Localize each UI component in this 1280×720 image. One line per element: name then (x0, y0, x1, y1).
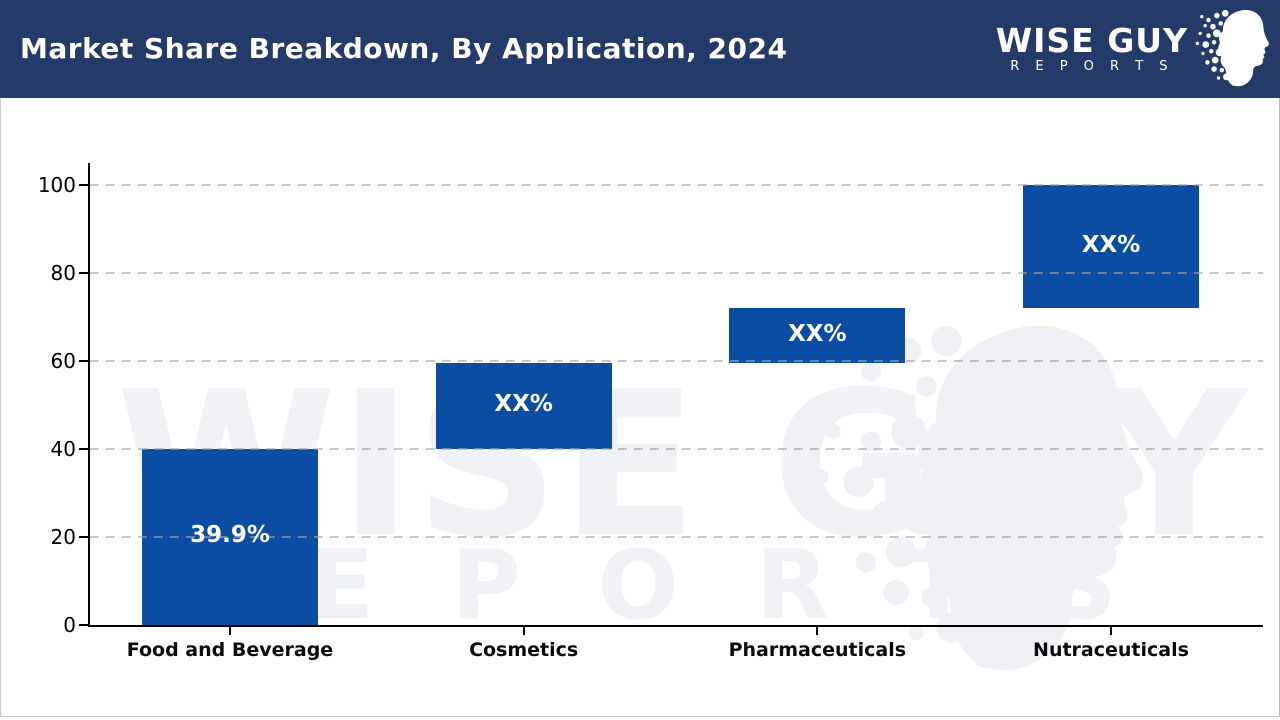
page-title: Market Share Breakdown, By Application, … (20, 32, 788, 65)
face-profile-dots-icon (1195, 10, 1269, 87)
chart-area: WISE GUY R E P O R T S (0, 98, 1280, 717)
watermark-face-icon (813, 326, 1144, 671)
logo-subtitle: R E P O R T S (1010, 59, 1174, 74)
header: Market Share Breakdown, By Application, … (0, 0, 1280, 98)
bottom-margin (0, 717, 1280, 720)
wiseguy-logo: WISE GUY R E P O R T S (996, 0, 1272, 98)
logo-wordmark: WISE GUY (995, 21, 1188, 60)
wiseguy-logo-text: WISE GUY R E P O R T S (996, 24, 1188, 75)
